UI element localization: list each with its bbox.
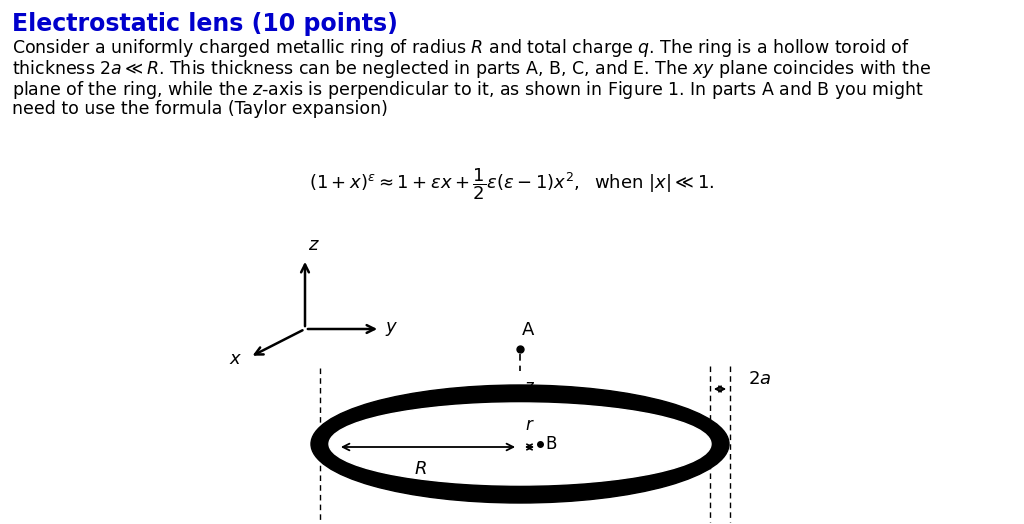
Ellipse shape: [329, 403, 711, 485]
Text: plane of the ring, while the $z$-axis is perpendicular to it, as shown in Figure: plane of the ring, while the $z$-axis is…: [12, 79, 924, 101]
Text: Electrostatic lens (10 points): Electrostatic lens (10 points): [12, 12, 398, 36]
Text: $x$: $x$: [228, 350, 242, 368]
Text: $R$: $R$: [414, 460, 426, 478]
Text: B: B: [545, 435, 556, 453]
Text: thickness $2a \ll R$. This thickness can be neglected in parts A, B, C, and E. T: thickness $2a \ll R$. This thickness can…: [12, 58, 931, 80]
Text: $y$: $y$: [385, 320, 398, 338]
Text: Consider a uniformly charged metallic ring of radius $R$ and total charge $q$. T: Consider a uniformly charged metallic ri…: [12, 37, 909, 59]
Text: need to use the formula (Taylor expansion): need to use the formula (Taylor expansio…: [12, 100, 388, 118]
Text: $(1 + x)^{\varepsilon} \approx 1 + \varepsilon x + \dfrac{1}{2}\varepsilon(\vare: $(1 + x)^{\varepsilon} \approx 1 + \vare…: [309, 166, 715, 202]
Text: $r$: $r$: [525, 416, 535, 434]
Text: $z$: $z$: [308, 236, 319, 254]
Text: $z$: $z$: [524, 378, 536, 396]
Ellipse shape: [311, 385, 729, 503]
Text: A: A: [522, 321, 535, 339]
Text: $2a$: $2a$: [748, 370, 771, 388]
